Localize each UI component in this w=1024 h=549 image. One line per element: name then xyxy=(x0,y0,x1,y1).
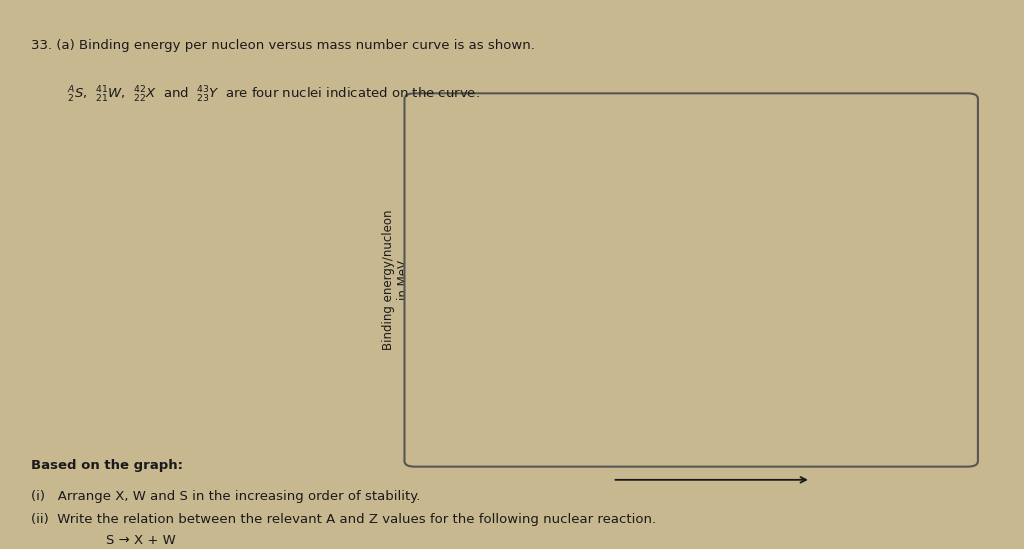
Text: W: W xyxy=(757,165,773,180)
Text: 33. (a) Binding energy per nucleon versus mass number curve is as shown.: 33. (a) Binding energy per nucleon versu… xyxy=(31,40,535,52)
Text: Based on the graph:: Based on the graph: xyxy=(31,460,182,472)
Text: Binding energy/nucleon
in MeV: Binding energy/nucleon in MeV xyxy=(382,210,411,350)
Text: (ii)  Write the relation between the relevant A and Z values for the following n: (ii) Write the relation between the rele… xyxy=(31,513,655,525)
Text: Mass number of nuclei: Mass number of nuclei xyxy=(618,456,760,469)
Text: Y: Y xyxy=(595,166,605,181)
Text: 0: 0 xyxy=(468,432,477,446)
Text: $^A_2S$,  $^{41}_{21}W$,  $^{42}_{22}X$  and  $^{43}_{23}Y$  are four nuclei ind: $^A_2S$, $^{41}_{21}W$, $^{42}_{22}X$ an… xyxy=(67,85,479,105)
Text: X: X xyxy=(657,148,670,163)
Text: S → X + W: S → X + W xyxy=(72,534,175,546)
Text: S: S xyxy=(888,187,898,202)
Text: (i)   Arrange X, W and S in the increasing order of stability.: (i) Arrange X, W and S in the increasing… xyxy=(31,490,420,502)
